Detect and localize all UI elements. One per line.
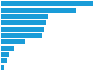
Bar	[1, 33, 42, 38]
Bar	[1, 58, 7, 63]
Bar	[1, 27, 44, 32]
Bar	[1, 14, 48, 19]
Bar	[1, 52, 9, 57]
Bar	[1, 20, 46, 25]
Bar	[1, 1, 93, 6]
Bar	[1, 39, 24, 44]
Bar	[1, 46, 14, 51]
Bar	[1, 65, 4, 70]
Bar	[1, 8, 76, 13]
